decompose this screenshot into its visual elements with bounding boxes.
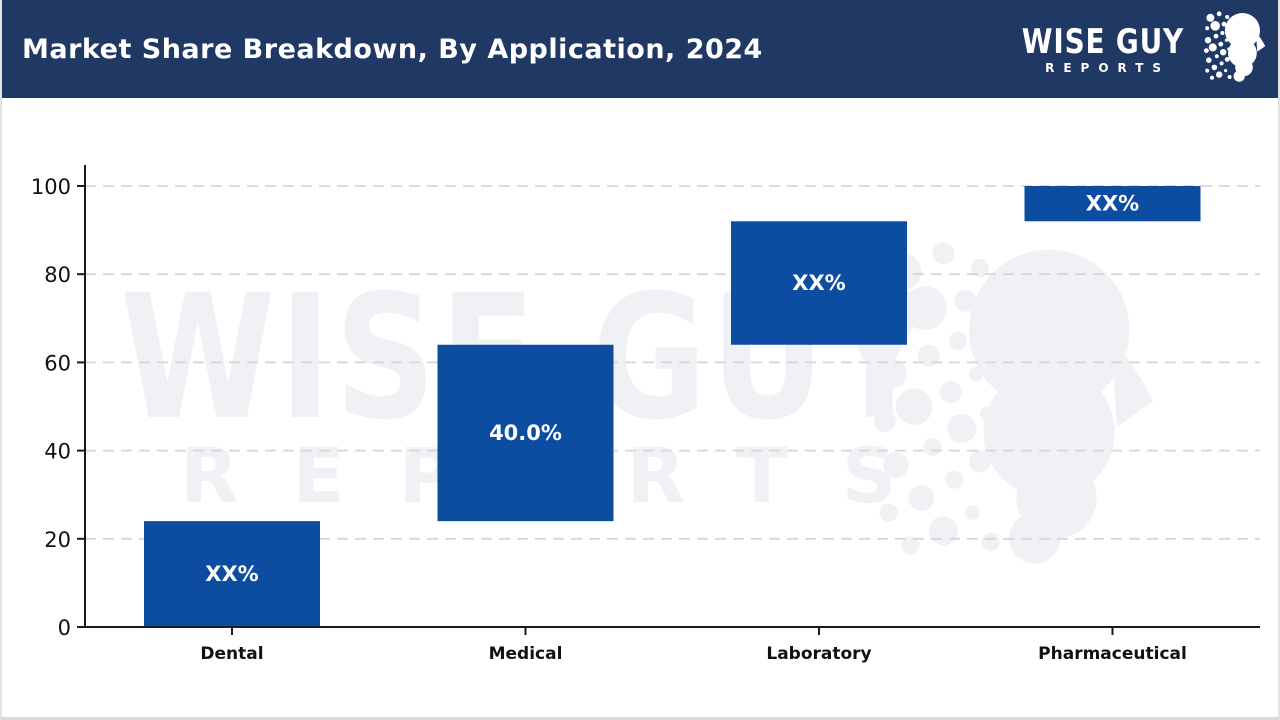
bar-label: 40.0% — [489, 421, 562, 445]
x-tick-label: Pharmaceutical — [1038, 644, 1187, 664]
bar-dental — [144, 521, 320, 627]
wiseguy-logo: WISE GUY REPORTS — [1004, 6, 1268, 92]
y-tick-label: 60 — [44, 351, 71, 375]
logo-reports-label: REPORTS — [1045, 60, 1171, 75]
y-tick-label: 40 — [44, 440, 71, 464]
y-tick-label: 20 — [44, 528, 71, 552]
x-tick-label: Medical — [489, 644, 563, 664]
logo-wiseguy-label: WISE GUY — [1021, 21, 1185, 62]
logo-text: WISE GUY REPORTS — [1004, 25, 1202, 74]
y-tick-label: 0 — [58, 616, 71, 640]
bar-pharmaceutical — [1024, 186, 1201, 222]
bar-label: XX% — [1086, 192, 1139, 216]
logo-head-icon — [1204, 6, 1268, 92]
y-tick-label: 100 — [31, 175, 71, 199]
bar-label: XX% — [205, 562, 258, 586]
bar-label: XX% — [792, 271, 845, 295]
header-bar: Market Share Breakdown, By Application, … — [2, 0, 1278, 98]
page-title: Market Share Breakdown, By Application, … — [22, 33, 763, 65]
bar-laboratory — [731, 221, 907, 345]
x-tick-label: Dental — [200, 644, 263, 664]
bar-medical — [437, 344, 614, 522]
y-tick-label: 80 — [44, 263, 71, 287]
x-tick-label: Laboratory — [766, 644, 871, 664]
